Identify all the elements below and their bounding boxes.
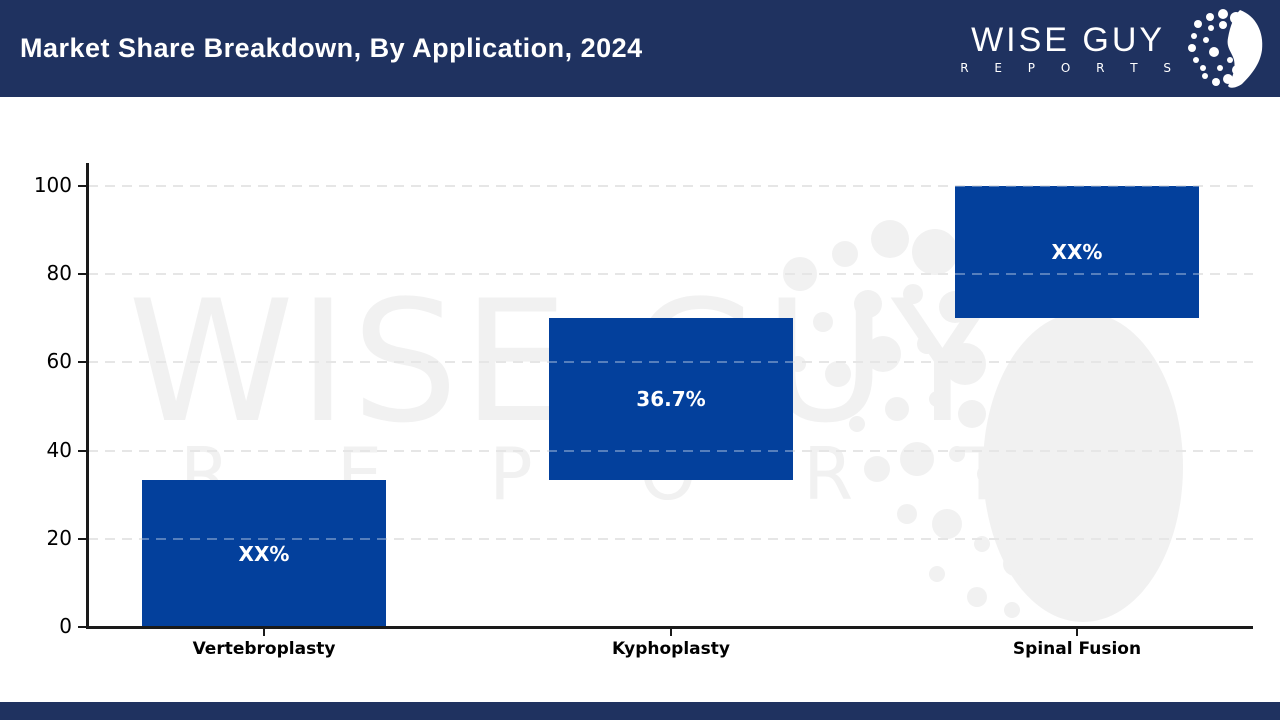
gridline-over-100 — [88, 185, 1253, 187]
y-tick-label-40: 40 — [46, 437, 72, 462]
x-category-label-3: Spinal Fusion — [1012, 639, 1142, 659]
page-title: Market Share Breakdown, By Application, … — [20, 33, 643, 63]
brand-face-icon — [1188, 8, 1263, 88]
x-category-label-1: Vertebroplasty — [192, 639, 336, 659]
bar-kyphoplasty: 36.7% — [549, 318, 793, 481]
brand-logo-text: WISE GUY R E P O R T S — [954, 23, 1182, 74]
y-tick-label-0: 0 — [59, 614, 72, 638]
x-tick-1 — [263, 628, 265, 636]
y-axis-spine — [86, 163, 89, 629]
x-axis-spine — [86, 626, 1253, 629]
y-tick-label-80: 80 — [46, 261, 72, 286]
gridline-over-60 — [88, 361, 1253, 364]
bar-value-label: XX% — [238, 541, 290, 566]
y-tick-label-20: 20 — [46, 525, 72, 550]
gridline-over-80 — [88, 273, 1253, 276]
y-tick-0 — [78, 626, 88, 628]
gridline-over-40 — [88, 449, 1253, 452]
x-tick-2 — [670, 628, 672, 636]
y-tick-label-60: 60 — [46, 349, 72, 374]
bar-vertebroplasty: XX% — [142, 480, 386, 627]
gridline-over-20 — [88, 537, 1253, 540]
y-tick-20 — [78, 537, 88, 540]
brand-name: WISE GUY — [971, 21, 1166, 59]
bar-value-label: 36.7% — [636, 387, 706, 412]
x-tick-3 — [1076, 628, 1078, 636]
x-category-label-2: Kyphoplasty — [612, 639, 730, 659]
gridline-20 — [88, 537, 1253, 540]
y-tick-60 — [78, 361, 88, 364]
header-bar: Market Share Breakdown, By Application, … — [0, 0, 1280, 97]
watermark-face-icon — [783, 220, 1183, 622]
y-tick-80 — [78, 273, 88, 276]
y-tick-40 — [78, 449, 88, 452]
brand-logo: WISE GUY R E P O R T S — [954, 8, 1280, 90]
bar-value-label: XX% — [1051, 240, 1103, 265]
gridline-80 — [88, 273, 1253, 276]
y-tick-100 — [78, 185, 88, 187]
y-tick-label-100: 100 — [33, 173, 72, 197]
gridline-100 — [88, 185, 1253, 187]
bar-spinal-fusion: XX% — [955, 186, 1199, 319]
brand-subname: R E P O R T S — [960, 61, 1182, 75]
footer-bar — [0, 702, 1280, 720]
